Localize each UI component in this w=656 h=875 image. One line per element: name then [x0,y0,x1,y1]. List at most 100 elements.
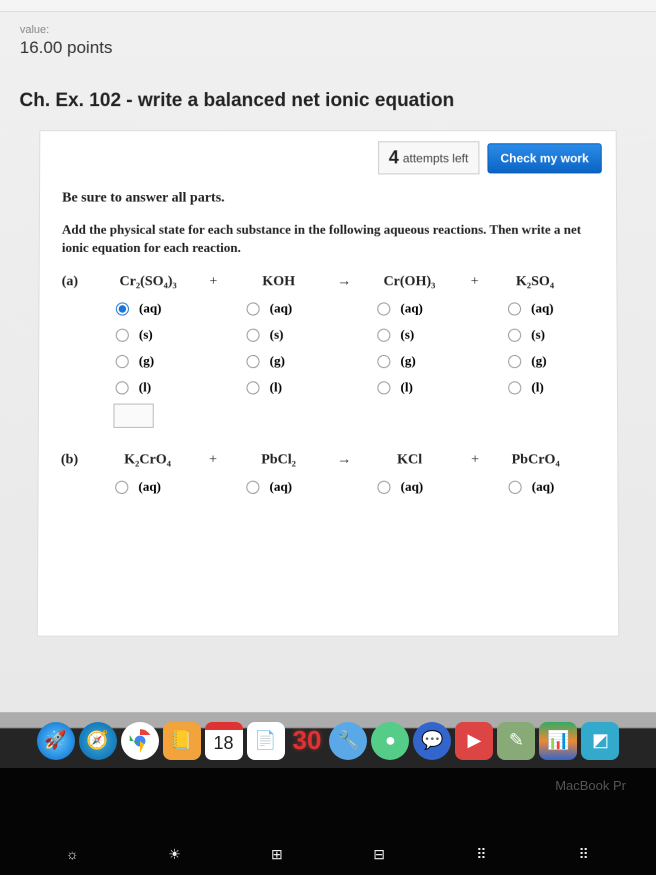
radio-a-col4-s[interactable]: (s) [490,327,581,343]
value-label: value: [20,24,636,36]
launchpad-icon[interactable]: 🚀 [37,722,75,760]
attempts-number: 4 [389,147,399,168]
app-icon-teal[interactable]: ◩ [581,722,619,760]
arrow-icon: → [329,274,359,290]
attempts-text: attempts left [403,151,469,165]
reactant-a1: Cr₂(SO₄)₃ [98,274,199,290]
radio-input[interactable] [246,381,259,394]
radio-b-col2-aq[interactable]: (aq) [228,479,329,495]
points-value: 16.00 points [20,38,637,58]
radio-input[interactable] [247,328,260,341]
big-number: 30 [289,725,326,756]
keyboard-fn-row: ☼ ☀ ⊞ ⊟ ⠿ ⠿ [0,846,656,863]
radio-b-col3-aq[interactable]: (aq) [359,479,460,495]
radio-input[interactable] [377,302,390,315]
app-icon-olive[interactable]: ✎ [497,722,535,760]
radio-a-col1-s[interactable]: (s) [98,327,199,343]
content-panel: 4 attempts left Check my work Be sure to… [37,130,619,636]
radio-input[interactable] [116,328,129,341]
radio-a-col4-g[interactable]: (g) [490,353,581,369]
product-b2: PbCrO₄ [490,452,581,468]
reaction-a-equation: (a) Cr₂(SO₄)₃ + KOH → Cr(OH)₃ + K₂SO₄ [62,274,595,290]
safari-icon[interactable]: 🧭 [79,722,117,760]
arrow-icon: → [329,452,359,468]
part-b-label: (b) [61,452,97,468]
radio-a-col2-l[interactable]: (l) [228,379,329,395]
radio-input[interactable] [508,381,521,394]
part-a: (a) Cr₂(SO₄)₃ + KOH → Cr(OH)₃ + K₂SO₄ (a… [39,274,618,452]
reactant-b1: K₂CrO₄ [97,452,198,468]
radio-input[interactable] [508,302,521,315]
radio-input[interactable] [377,355,390,368]
question-title: Ch. Ex. 102 - write a balanced net ionic… [0,62,656,130]
radio-input[interactable] [246,355,259,368]
radio-a-col2-g[interactable]: (g) [228,353,329,369]
reactant-a2: KOH [228,274,329,290]
reaction-b-equation: (b) K₂CrO₄ + PbCl₂ → KCl + PbCrO₄ [61,452,595,468]
radio-a-col2-aq[interactable]: (aq) [228,300,329,316]
radio-b-col1-aq[interactable]: (aq) [97,479,198,495]
plus-sign: + [460,274,490,290]
instructions: Be sure to answer all parts. Add the phy… [40,184,617,256]
key-icon: ⠿ [554,846,614,863]
answer-input-box[interactable] [113,404,153,428]
radio-a-col1-aq[interactable]: (aq) [98,300,199,316]
part-a-label: (a) [62,274,98,290]
radio-a-col4-l[interactable]: (l) [490,379,581,395]
app-icon-chart[interactable]: 📊 [539,722,577,760]
app-icon-blue[interactable]: 🔧 [329,722,367,760]
radio-a-col4-aq[interactable]: (aq) [490,300,581,316]
mission-control-icon: ⊞ [247,846,307,863]
app-icon-green[interactable]: ● [371,722,409,760]
brightness-down-icon: ☼ [42,846,102,863]
macbook-label: MacBook Pr [555,778,626,793]
radio-a-col1-l[interactable]: (l) [97,379,198,395]
reactant-b2: PbCl₂ [228,452,329,468]
radio-a-col3-aq[interactable]: (aq) [359,300,460,316]
radio-input[interactable] [116,302,129,315]
radio-input[interactable] [377,328,390,341]
attempts-bar: 4 attempts left Check my work [40,131,616,184]
notes-icon[interactable]: 📄 [247,722,285,760]
part-a-radio-grid: (aq) (aq) (aq) (aq) (s) (s) (s) (s) (g) [61,300,595,395]
check-my-work-button[interactable]: Check my work [487,143,601,173]
radio-a-col3-l[interactable]: (l) [359,379,460,395]
part-b: (b) K₂CrO₄ + PbCl₂ → KCl + PbCrO₄ (aq) (… [38,452,617,513]
calendar-day: 18 [214,733,234,754]
plus-sign: + [198,452,228,468]
radio-input[interactable] [116,355,129,368]
part-b-radio-grid: (aq) (aq) (aq) (aq) [61,479,596,495]
radio-a-col2-s[interactable]: (s) [228,327,329,343]
calendar-icon[interactable]: 18 [205,722,243,760]
app-icon-red[interactable]: ▶ [455,722,493,760]
app-icon-navy[interactable]: 💬 [413,722,451,760]
app-icon[interactable]: 📒 [163,722,201,760]
product-b1: KCl [359,452,460,468]
radio-input[interactable] [508,355,521,368]
question-header: value: 16.00 points [0,12,656,62]
radio-input[interactable] [377,381,390,394]
window-topbar [0,0,656,12]
product-a1: Cr(OH)₃ [359,274,460,290]
plus-sign: + [198,274,228,290]
radio-a-col3-s[interactable]: (s) [359,327,460,343]
launchpad-key-icon: ⊟ [349,846,409,863]
radio-a-col1-g[interactable]: (g) [98,353,199,369]
brightness-up-icon: ☀ [145,846,205,863]
radio-input[interactable] [115,480,128,493]
radio-input[interactable] [508,328,521,341]
radio-input[interactable] [247,302,260,315]
product-a2: K₂SO₄ [490,274,581,290]
screen-area: value: 16.00 points Ch. Ex. 102 - write … [0,0,656,729]
radio-input[interactable] [377,480,390,493]
instruction-line-1: Be sure to answer all parts. [62,191,594,207]
key-icon: ⠿ [451,846,511,863]
macos-dock: 🚀 🧭 📒 18 📄 30 🔧 ● 💬 ▶ ✎ 📊 ◩ [0,712,656,768]
radio-input[interactable] [509,480,522,493]
chrome-icon[interactable] [121,722,159,760]
attempts-badge: 4 attempts left [378,141,480,174]
radio-input[interactable] [116,381,129,394]
radio-input[interactable] [246,480,259,493]
radio-a-col3-g[interactable]: (g) [359,353,460,369]
radio-b-col4-aq[interactable]: (aq) [490,479,581,495]
